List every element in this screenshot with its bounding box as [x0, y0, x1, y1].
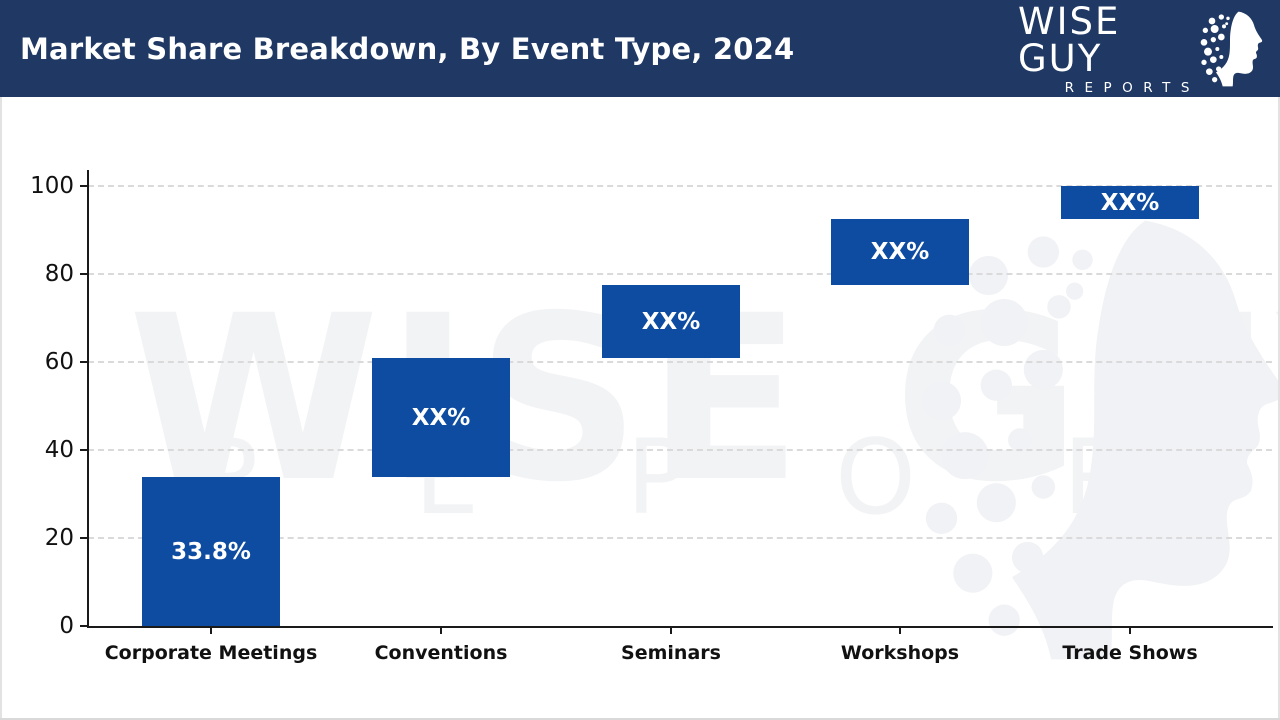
gridline-y20: [88, 537, 1272, 539]
x-axis-label: Conventions: [374, 642, 508, 664]
gridline-y60: [88, 361, 1272, 363]
gridline-y80: [88, 273, 1272, 275]
bar-value-label: XX%: [1100, 189, 1160, 216]
x-axis-label: Corporate Meetings: [104, 642, 318, 664]
bar-value-label: XX%: [870, 238, 930, 265]
bar-seminars: [602, 284, 740, 359]
y-axis-tick: [80, 625, 87, 627]
x-axis-label: Seminars: [621, 642, 721, 664]
y-axis-tick: [80, 361, 87, 363]
gridline-y40: [88, 449, 1272, 451]
bar-conventions: [372, 358, 510, 478]
page-title: Market Share Breakdown, By Event Type, 2…: [20, 31, 795, 66]
y-axis-label: 80: [44, 261, 74, 287]
y-axis-label: 20: [44, 525, 74, 551]
page-frame-left: [0, 97, 2, 720]
bar-value-label: XX%: [411, 404, 471, 431]
page-frame-right: [1278, 97, 1280, 720]
y-axis-tick: [80, 273, 87, 275]
x-axis-label: Trade Shows: [1062, 642, 1198, 664]
bar-trade-shows: [1061, 186, 1199, 219]
logo-subtitle: REPORTS: [1064, 79, 1200, 96]
y-axis-label: 60: [44, 349, 74, 375]
y-axis-tick: [80, 449, 87, 451]
x-axis-tick: [1129, 627, 1131, 634]
chart-plot-area: WISE GUY R E P O R T S 02040608010033.8%…: [0, 97, 1280, 720]
bar-workshops: [831, 219, 969, 285]
x-axis-tick: [899, 627, 901, 634]
bar-value-label: 33.8%: [171, 538, 251, 565]
logo-wordmark: WISE GUY: [1018, 0, 1121, 80]
x-axis-spine: [87, 626, 1273, 628]
gridline-y100: [88, 185, 1272, 187]
x-axis-tick: [670, 627, 672, 634]
logo-text: WISE GUY REPORTS: [1018, 3, 1192, 96]
x-axis-label: Workshops: [840, 642, 960, 664]
wise-guy-logo: WISE GUY REPORTS: [1018, 3, 1268, 96]
y-axis-tick: [80, 537, 87, 539]
x-axis-tick: [440, 627, 442, 634]
y-axis-label: 100: [30, 173, 74, 199]
bar-corporate-meetings: [142, 477, 280, 626]
header: Market Share Breakdown, By Event Type, 2…: [0, 0, 1280, 97]
y-axis-tick: [80, 185, 87, 187]
x-axis-tick: [210, 627, 212, 634]
y-axis-spine: [87, 170, 89, 628]
y-axis-label: 0: [59, 613, 74, 639]
page-frame-bottom: [0, 718, 1280, 720]
y-axis-label: 40: [44, 437, 74, 463]
head-silhouette-icon: [1200, 11, 1263, 87]
bar-value-label: XX%: [641, 308, 701, 335]
